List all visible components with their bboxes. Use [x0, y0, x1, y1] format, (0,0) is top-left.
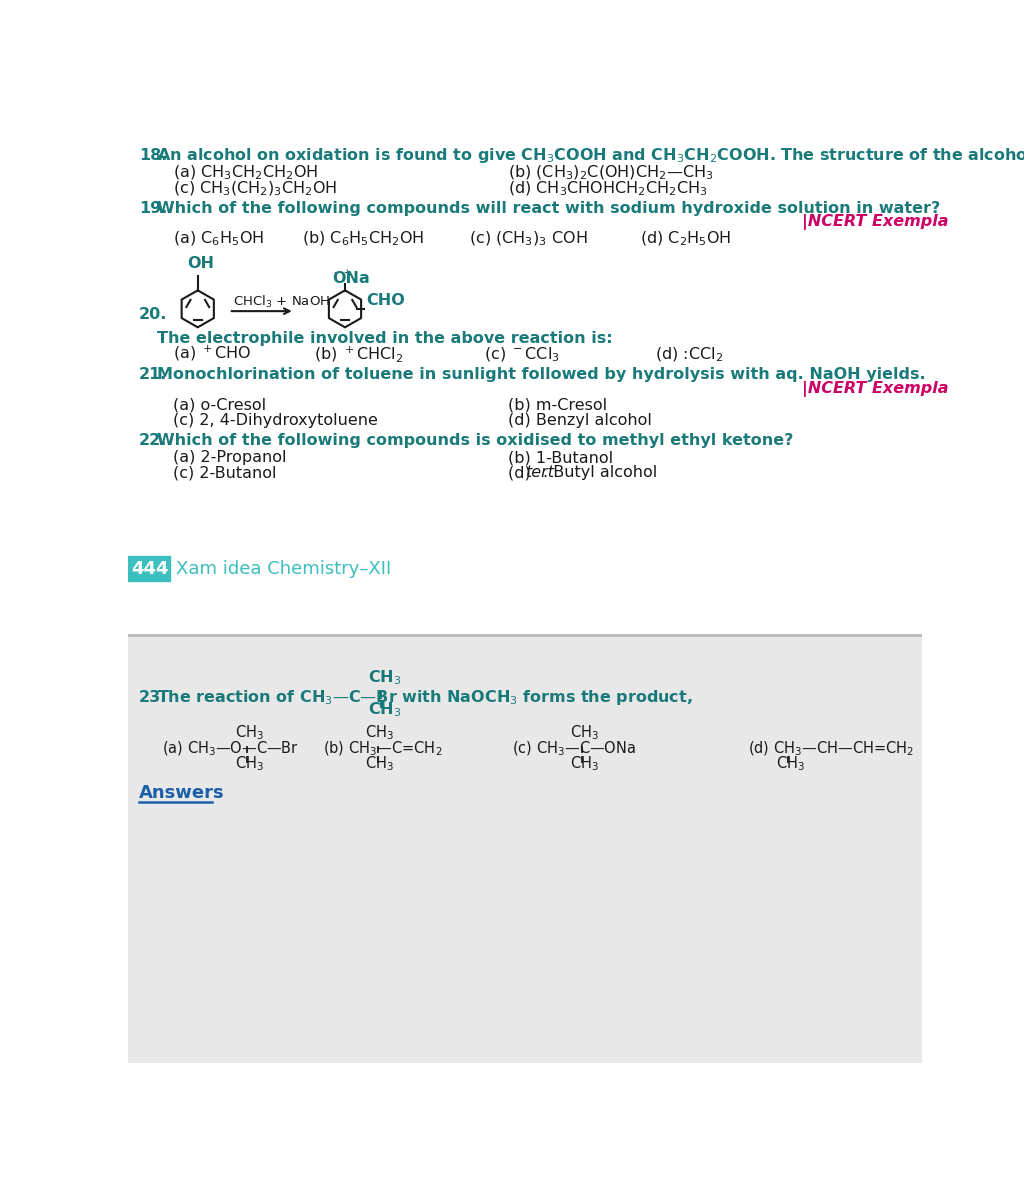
Text: 19.: 19.	[139, 201, 167, 216]
Text: (d) CH$_3$—CH—CH=CH$_2$: (d) CH$_3$—CH—CH=CH$_2$	[748, 739, 914, 758]
Text: 21.: 21.	[139, 367, 167, 382]
Text: CH$_3$: CH$_3$	[569, 724, 599, 743]
Text: (d) C$_2$H$_5$OH: (d) C$_2$H$_5$OH	[640, 229, 731, 248]
Text: 22.: 22.	[139, 433, 167, 448]
Text: Which of the following compounds will react with sodium hydroxide solution in wa: Which of the following compounds will re…	[158, 201, 941, 216]
Text: Answers: Answers	[139, 783, 224, 802]
Text: tert: tert	[526, 466, 555, 480]
Text: CH$_3$: CH$_3$	[366, 755, 394, 774]
Text: CH$_3$: CH$_3$	[369, 669, 401, 687]
Text: (a) CH$_3$CH$_2$CH$_2$OH: (a) CH$_3$CH$_2$CH$_2$OH	[173, 164, 318, 181]
Text: (c) 2-Butanol: (c) 2-Butanol	[173, 466, 276, 480]
Text: The reaction of CH$_3$—C—Br with NaOCH$_3$ forms the product,: The reaction of CH$_3$—C—Br with NaOCH$_…	[158, 688, 693, 707]
Text: (d) :CCl$_2$: (d) :CCl$_2$	[655, 345, 723, 364]
Text: CHCl$_3$ + NaOH: CHCl$_3$ + NaOH	[232, 294, 330, 310]
Text: (c) (CH$_3$)$_3$ COH: (c) (CH$_3$)$_3$ COH	[469, 229, 588, 248]
Text: (c) 2, 4-Dihydroxytoluene: (c) 2, 4-Dihydroxytoluene	[173, 413, 378, 429]
Text: (d) CH$_3$CHOHCH$_2$CH$_2$CH$_3$: (d) CH$_3$CHOHCH$_2$CH$_2$CH$_3$	[508, 179, 708, 198]
Text: (b) $^+$CHCl$_2$: (b) $^+$CHCl$_2$	[314, 344, 403, 364]
Text: (b) CH$_3$—C=CH$_2$: (b) CH$_3$—C=CH$_2$	[324, 739, 442, 758]
Text: CH$_3$: CH$_3$	[234, 755, 264, 774]
Text: $^{-\ +}$: $^{-\ +}$	[333, 269, 351, 278]
Text: CH$_3$: CH$_3$	[366, 724, 394, 743]
Text: An alcohol on oxidation is found to give CH$_3$COOH and CH$_3$CH$_2$COOH. The st: An alcohol on oxidation is found to give…	[158, 146, 1024, 165]
Text: |NCERT Exempla: |NCERT Exempla	[802, 381, 949, 396]
Text: 444: 444	[131, 560, 169, 578]
Text: (a) C$_6$H$_5$OH: (a) C$_6$H$_5$OH	[173, 229, 264, 248]
Text: (a) $^+$CHO: (a) $^+$CHO	[173, 344, 252, 363]
Text: (a) CH$_3$—O—C—Br: (a) CH$_3$—O—C—Br	[162, 739, 299, 758]
Text: CH$_3$: CH$_3$	[569, 755, 599, 774]
Text: Monochlorination of toluene in sunlight followed by hydrolysis with aq. NaOH yie: Monochlorination of toluene in sunlight …	[158, 367, 926, 382]
Text: (d): (d)	[508, 466, 536, 480]
Text: OH: OH	[187, 256, 214, 271]
Text: Xam idea Chemistry–XII: Xam idea Chemistry–XII	[176, 560, 391, 578]
Text: (d) Benzyl alcohol: (d) Benzyl alcohol	[508, 413, 651, 429]
Text: 23.: 23.	[139, 690, 167, 706]
Text: 18.: 18.	[139, 148, 167, 164]
Text: 20.: 20.	[139, 307, 167, 322]
Bar	[128, 634, 922, 1063]
Text: (c) CH$_3$(CH$_2$)$_3$CH$_2$OH: (c) CH$_3$(CH$_2$)$_3$CH$_2$OH	[173, 179, 338, 198]
Text: CH$_3$: CH$_3$	[369, 701, 401, 719]
Text: (b) C$_6$H$_5$CH$_2$OH: (b) C$_6$H$_5$CH$_2$OH	[302, 229, 425, 248]
Text: ONa: ONa	[333, 271, 371, 287]
Bar	[128, 556, 170, 580]
Text: (a) 2-Propanol: (a) 2-Propanol	[173, 450, 287, 464]
Text: CH$_3$: CH$_3$	[234, 724, 264, 743]
Text: CHO: CHO	[366, 293, 404, 308]
Text: Which of the following compounds is oxidised to methyl ethyl ketone?: Which of the following compounds is oxid…	[158, 433, 794, 448]
Text: (c) CH$_3$—C—ONa: (c) CH$_3$—C—ONa	[512, 739, 636, 758]
Text: CH$_3$: CH$_3$	[776, 755, 805, 774]
Text: (a) o-Cresol: (a) o-Cresol	[173, 398, 266, 413]
Text: (b) (CH$_3$)$_2$C(OH)CH$_2$—CH$_3$: (b) (CH$_3$)$_2$C(OH)CH$_2$—CH$_3$	[508, 164, 714, 181]
Text: (c) $^-$CCl$_3$: (c) $^-$CCl$_3$	[484, 345, 560, 364]
Text: . Butyl alcohol: . Butyl alcohol	[543, 466, 656, 480]
Text: |NCERT Exempla: |NCERT Exempla	[802, 215, 949, 230]
Text: (b) 1-Butanol: (b) 1-Butanol	[508, 450, 613, 464]
Text: The electrophile involved in the above reaction is:: The electrophile involved in the above r…	[158, 332, 613, 346]
Text: (b) m-Cresol: (b) m-Cresol	[508, 398, 607, 413]
